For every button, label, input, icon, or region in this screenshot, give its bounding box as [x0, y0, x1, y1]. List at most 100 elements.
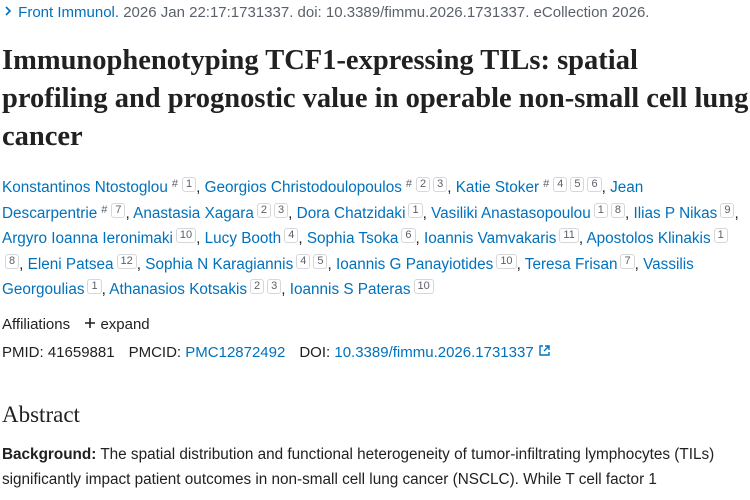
affiliation-badge[interactable]: 10 — [175, 228, 197, 243]
affiliation-badge[interactable]: # — [170, 178, 179, 191]
section-text: The spatial distribution and functional … — [2, 446, 715, 488]
affiliation-badge[interactable]: 1 — [713, 228, 728, 243]
affiliation-badge[interactable]: 1 — [408, 202, 423, 218]
author: Anastasia Xagara 2 3, — [133, 202, 293, 222]
affiliation-badge[interactable]: 6 — [401, 228, 416, 243]
affiliation-badge[interactable]: 6 — [587, 177, 602, 192]
affiliation-badge[interactable]: 4 — [296, 253, 311, 269]
id-value[interactable]: 10.3389/fimmu.2026.1731337 — [334, 344, 534, 361]
abstract-heading: Abstract — [2, 402, 80, 427]
affiliation-badge[interactable]: 5 — [313, 253, 328, 269]
author-link[interactable]: Lucy Booth — [204, 230, 282, 247]
separator: , — [516, 255, 521, 273]
affiliation-badge[interactable]: # — [100, 203, 109, 217]
affiliation-badge[interactable]: 1 — [593, 202, 608, 218]
id-label: PMID: — [2, 344, 44, 361]
journal-link[interactable]: Front Immunol. — [18, 4, 120, 21]
author: Lucy Booth 4, — [204, 228, 303, 247]
affiliation-badge[interactable]: 10 — [496, 253, 517, 269]
affiliation-badge[interactable]: 2 — [250, 279, 265, 294]
separator: , — [101, 281, 106, 298]
author-link[interactable]: Ioannis S Pateras — [289, 281, 411, 298]
affiliation-badge[interactable]: 3 — [267, 279, 282, 294]
author-link[interactable]: Apostolos Klinakis — [586, 230, 711, 247]
author-link[interactable]: Eleni Patsea — [27, 255, 114, 273]
affiliation-badge[interactable]: 5 — [570, 177, 585, 192]
author: Ioannis S Pateras 10 — [289, 279, 434, 298]
separator: , — [447, 179, 452, 196]
plus-icon — [85, 318, 96, 328]
affiliation-badge[interactable]: 8 — [610, 202, 625, 218]
affiliation-badge[interactable]: 12 — [116, 253, 137, 269]
affiliation-badge[interactable]: 2 — [256, 202, 272, 218]
affiliation-badge[interactable]: 1 — [87, 279, 102, 294]
affiliation-badge[interactable]: 2 — [415, 177, 431, 192]
article-title: Immunophenotyping TCF1-expressing TILs: … — [2, 45, 749, 152]
separator: , — [601, 179, 606, 196]
separator: , — [196, 230, 201, 247]
separator: , — [634, 255, 639, 273]
author-link[interactable]: Ilias P Nikas — [633, 204, 718, 222]
affiliation-badge[interactable]: 3 — [274, 202, 289, 218]
affiliation-badge[interactable]: 7 — [620, 253, 635, 269]
separator: , — [281, 281, 286, 298]
separator: , — [298, 230, 303, 247]
affiliation-badge[interactable]: 11 — [559, 228, 579, 243]
affiliation-badge[interactable]: # — [404, 178, 413, 191]
id-value: 41659881 — [47, 344, 115, 361]
author: Katie Stoker #4 5 6, — [455, 177, 606, 196]
author-list: Konstantinos Ntostoglou #1, Georgios Chri… — [2, 175, 742, 303]
section-label: Background: — [2, 446, 97, 463]
author: Ilias P Nikas 9, — [633, 202, 739, 222]
separator: , — [734, 204, 739, 222]
author-link[interactable]: Ioannis Vamvakaris — [424, 230, 557, 247]
author-link[interactable]: Jean Descarpentrie — [2, 179, 644, 222]
citation: Front Immunol. 2026 Jan 22:17:1731337. d… — [2, 4, 649, 21]
affiliation-badge[interactable]: 10 — [413, 279, 434, 294]
separator: , — [125, 204, 130, 222]
author-link[interactable]: Vassilis Georgoulias — [2, 255, 694, 299]
abstract-background: Background: The spatial distribution and… — [2, 442, 750, 492]
affiliation-badge[interactable]: 3 — [433, 177, 448, 192]
author-link[interactable]: Ioannis G Panayiotides — [335, 255, 494, 273]
affiliation-badge[interactable]: 4 — [553, 177, 568, 192]
external-link-icon — [538, 345, 550, 356]
author: Jean Descarpentrie #7, — [2, 179, 643, 222]
separator: , — [624, 204, 630, 222]
separator: , — [288, 204, 293, 222]
author-link[interactable]: Argyro Ioanna Ieronimaki — [2, 230, 173, 247]
author: Athanasios Kotsakis 2 3, — [109, 279, 286, 298]
author-link[interactable]: Vasiliki Anastasopoulou — [431, 204, 591, 222]
affiliation-badge[interactable]: 9 — [720, 202, 735, 218]
author-link[interactable]: Sophia N Karagiannis — [145, 255, 294, 273]
citation-details: 2026 Jan 22:17:1731337. doi: 10.3389/fim… — [123, 4, 650, 21]
affiliations: Affiliations expand — [2, 316, 150, 333]
author-link[interactable]: Athanasios Kotsakis — [109, 281, 248, 298]
affiliation-badge[interactable]: 4 — [284, 228, 299, 243]
affiliations-label: Affiliations — [2, 316, 71, 333]
author-link[interactable]: Teresa Frisan — [524, 255, 618, 273]
id-value[interactable]: PMC12872492 — [185, 344, 286, 361]
author-link[interactable]: Georgios Christodoulopoulos — [204, 179, 402, 196]
author: Apostolos Klinakis 1 8, — [2, 228, 728, 273]
author: Vassilis Georgoulias 1, — [2, 256, 694, 299]
chevron-icon — [5, 6, 12, 16]
author: Konstantinos Ntostoglou #1, — [2, 177, 201, 196]
id-label: PMCID: — [128, 344, 182, 361]
affiliation-badge[interactable]: 8 — [5, 253, 20, 269]
author: Dora Chatzidaki 1, — [296, 202, 427, 222]
author-link[interactable]: Konstantinos Ntostoglou — [2, 179, 168, 196]
affiliation-badge[interactable]: 1 — [181, 177, 197, 192]
identifiers: PMID: 41659881 PMCID: PMC12872492 DOI: 10.… — [2, 344, 551, 361]
affiliation-badge[interactable]: 7 — [111, 202, 126, 218]
separator: , — [196, 179, 201, 196]
expand-label[interactable]: expand — [100, 316, 150, 333]
author-link[interactable]: Anastasia Xagara — [133, 204, 254, 222]
affiliation-badge[interactable]: # — [542, 178, 551, 191]
expand-toggle[interactable]: expand — [84, 316, 150, 333]
author-link[interactable]: Sophia Tsoka — [306, 230, 399, 247]
separator: , — [327, 255, 332, 273]
author-link[interactable]: Dora Chatzidaki — [296, 204, 406, 222]
author-link[interactable]: Katie Stoker — [455, 179, 540, 196]
